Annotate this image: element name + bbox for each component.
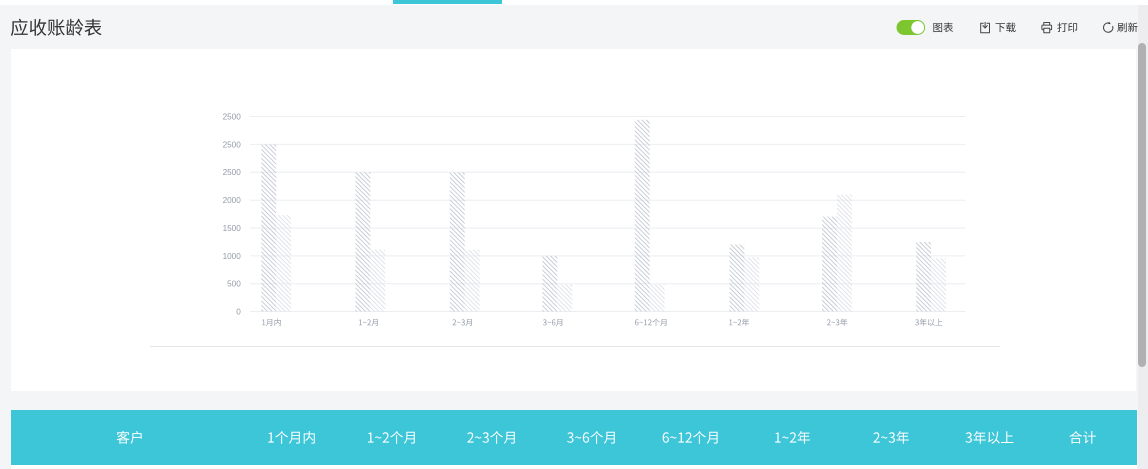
svg-text:2500: 2500 (223, 112, 242, 121)
svg-text:2000: 2000 (223, 196, 242, 205)
svg-text:2500: 2500 (223, 140, 242, 149)
svg-text:1500: 1500 (223, 224, 242, 233)
svg-text:2500: 2500 (223, 168, 242, 177)
svg-text:500: 500 (227, 280, 241, 289)
svg-text:0: 0 (236, 307, 241, 316)
svg-text:1000: 1000 (223, 252, 242, 261)
